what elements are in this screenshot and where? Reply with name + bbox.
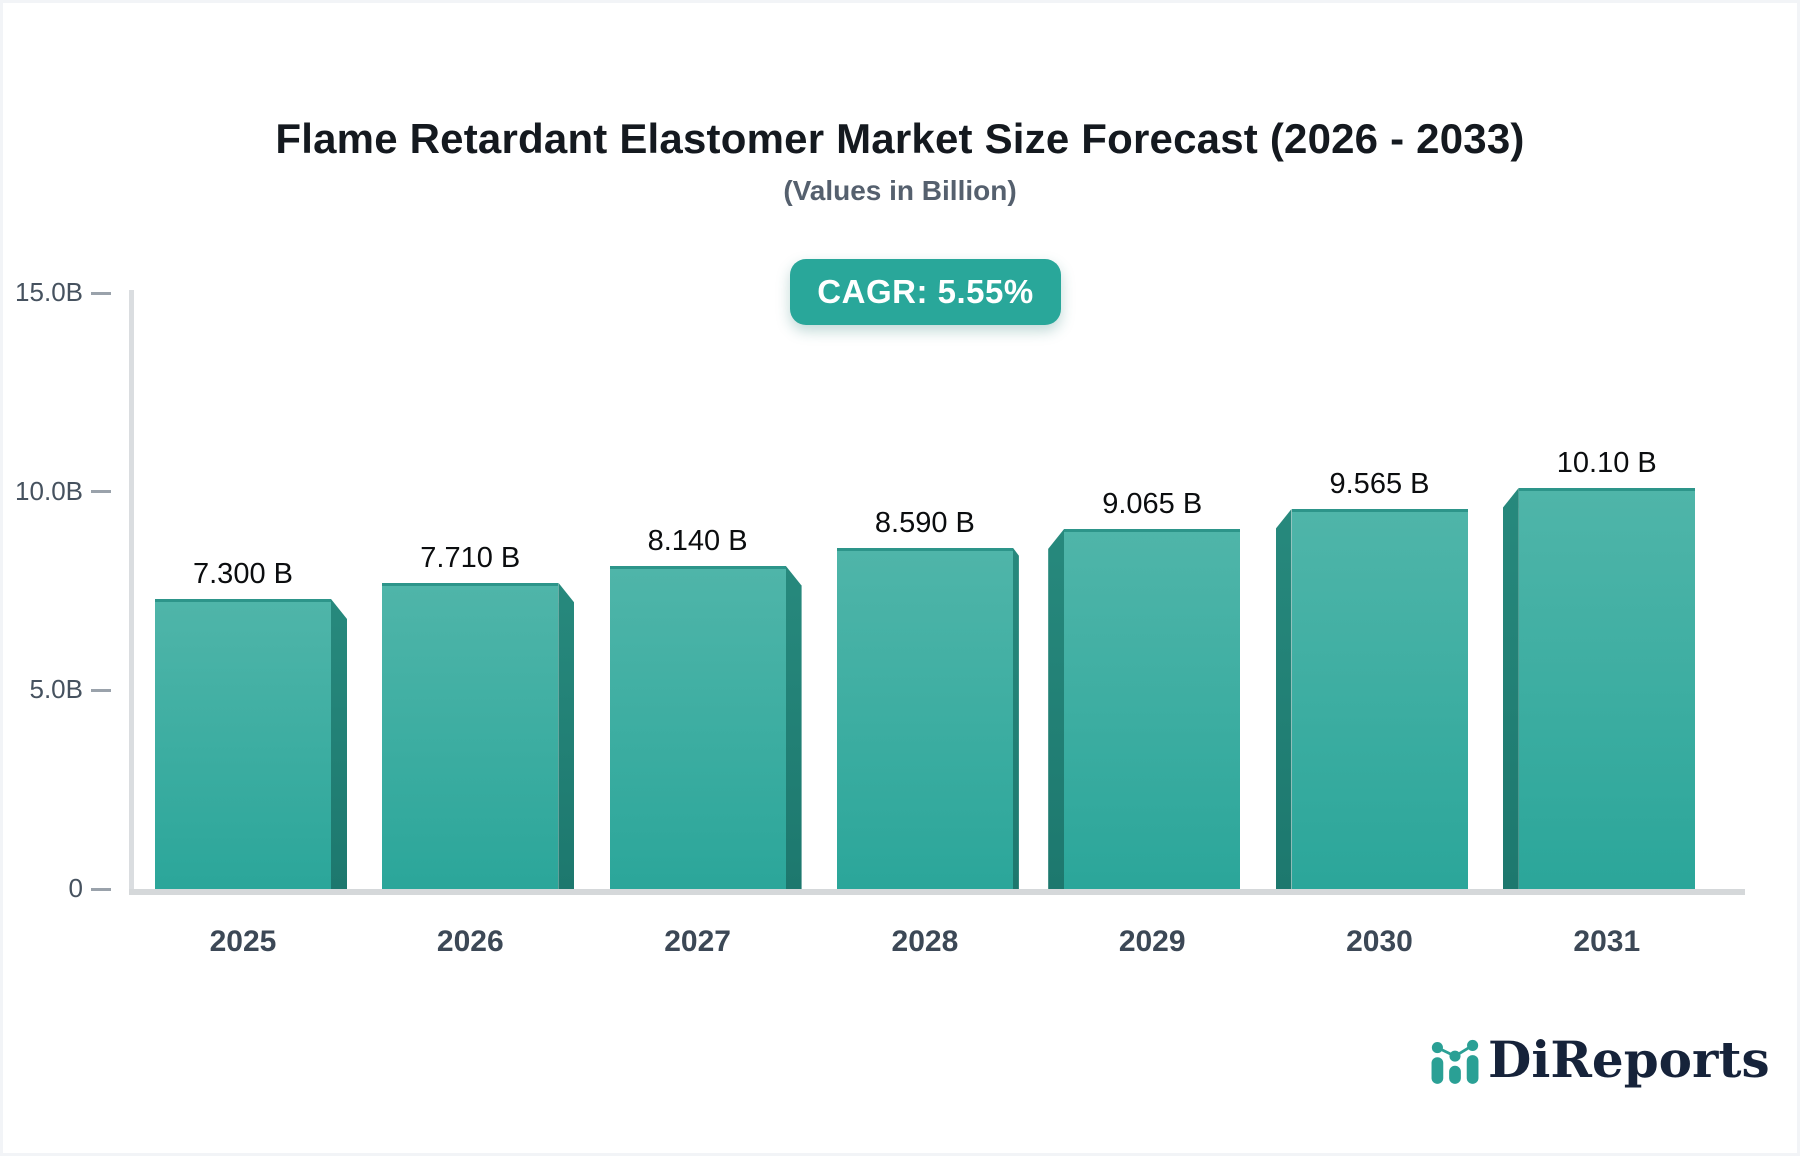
direports-logo: DiReports <box>1431 1035 1770 1085</box>
bar-value-label: 8.590 B <box>874 506 975 539</box>
y-axis-tick-label: 0 <box>68 873 83 903</box>
x-axis-label: 2028 <box>891 925 959 958</box>
bar-value-label: 7.710 B <box>420 541 521 574</box>
y-axis-tick-label: 10.0B <box>15 475 83 506</box>
bar <box>1291 508 1468 889</box>
x-axis-label: 2027 <box>664 925 731 958</box>
bar-side-face <box>331 598 347 889</box>
y-axis-tick <box>91 887 111 891</box>
cagr-badge: CAGR: 5.55% <box>790 259 1061 325</box>
x-axis-label: 2031 <box>1573 925 1641 958</box>
bar-chart-plot-area: 0 5.0B 10.0B 15.0B 7.300 B 2025 7.710 B 2026 8.… <box>3 3 1797 1153</box>
bar <box>1064 528 1241 889</box>
bar-side-face <box>1275 508 1292 889</box>
y-axis-tick <box>91 490 111 494</box>
x-axis-label: 2029 <box>1118 925 1186 958</box>
chart-subtitle: (Values in Billion) <box>783 175 1017 206</box>
bar-side-face <box>785 565 802 889</box>
bar <box>382 582 559 889</box>
bar-value-label: 8.140 B <box>647 524 748 557</box>
bar-side-face <box>1048 528 1065 889</box>
bar <box>155 598 331 889</box>
y-axis-line <box>129 290 134 895</box>
bar-side-face <box>1012 547 1019 889</box>
bar-value-label: 9.565 B <box>1329 467 1430 500</box>
bar-value-label: 7.300 B <box>193 557 293 590</box>
x-axis-label: 2025 <box>209 925 277 958</box>
x-axis-label: 2026 <box>436 925 504 958</box>
bar <box>836 547 1013 889</box>
bar-side-face <box>1502 487 1519 889</box>
bar-value-label: 10.10 B <box>1556 446 1657 479</box>
bar-side-face <box>558 582 575 889</box>
y-axis-tick <box>91 688 111 692</box>
bar-value-label: 9.065 B <box>1102 487 1203 520</box>
y-axis-tick-label: 15.0B <box>15 277 83 307</box>
chart-title: Flame Retardant Elastomer Market Size Fo… <box>275 115 1525 162</box>
x-axis-label: 2030 <box>1346 925 1413 958</box>
chart-card: Flame Retardant Elastomer Market Size Fo… <box>3 3 1797 1153</box>
bar <box>609 565 786 889</box>
bar <box>1518 487 1695 889</box>
x-axis-baseline <box>129 889 1745 895</box>
y-axis-tick <box>91 291 111 295</box>
bar-line-chart-icon <box>1431 1039 1479 1084</box>
logo-text: DiReports <box>1488 1030 1770 1089</box>
y-axis-tick-label: 5.0B <box>29 674 84 705</box>
